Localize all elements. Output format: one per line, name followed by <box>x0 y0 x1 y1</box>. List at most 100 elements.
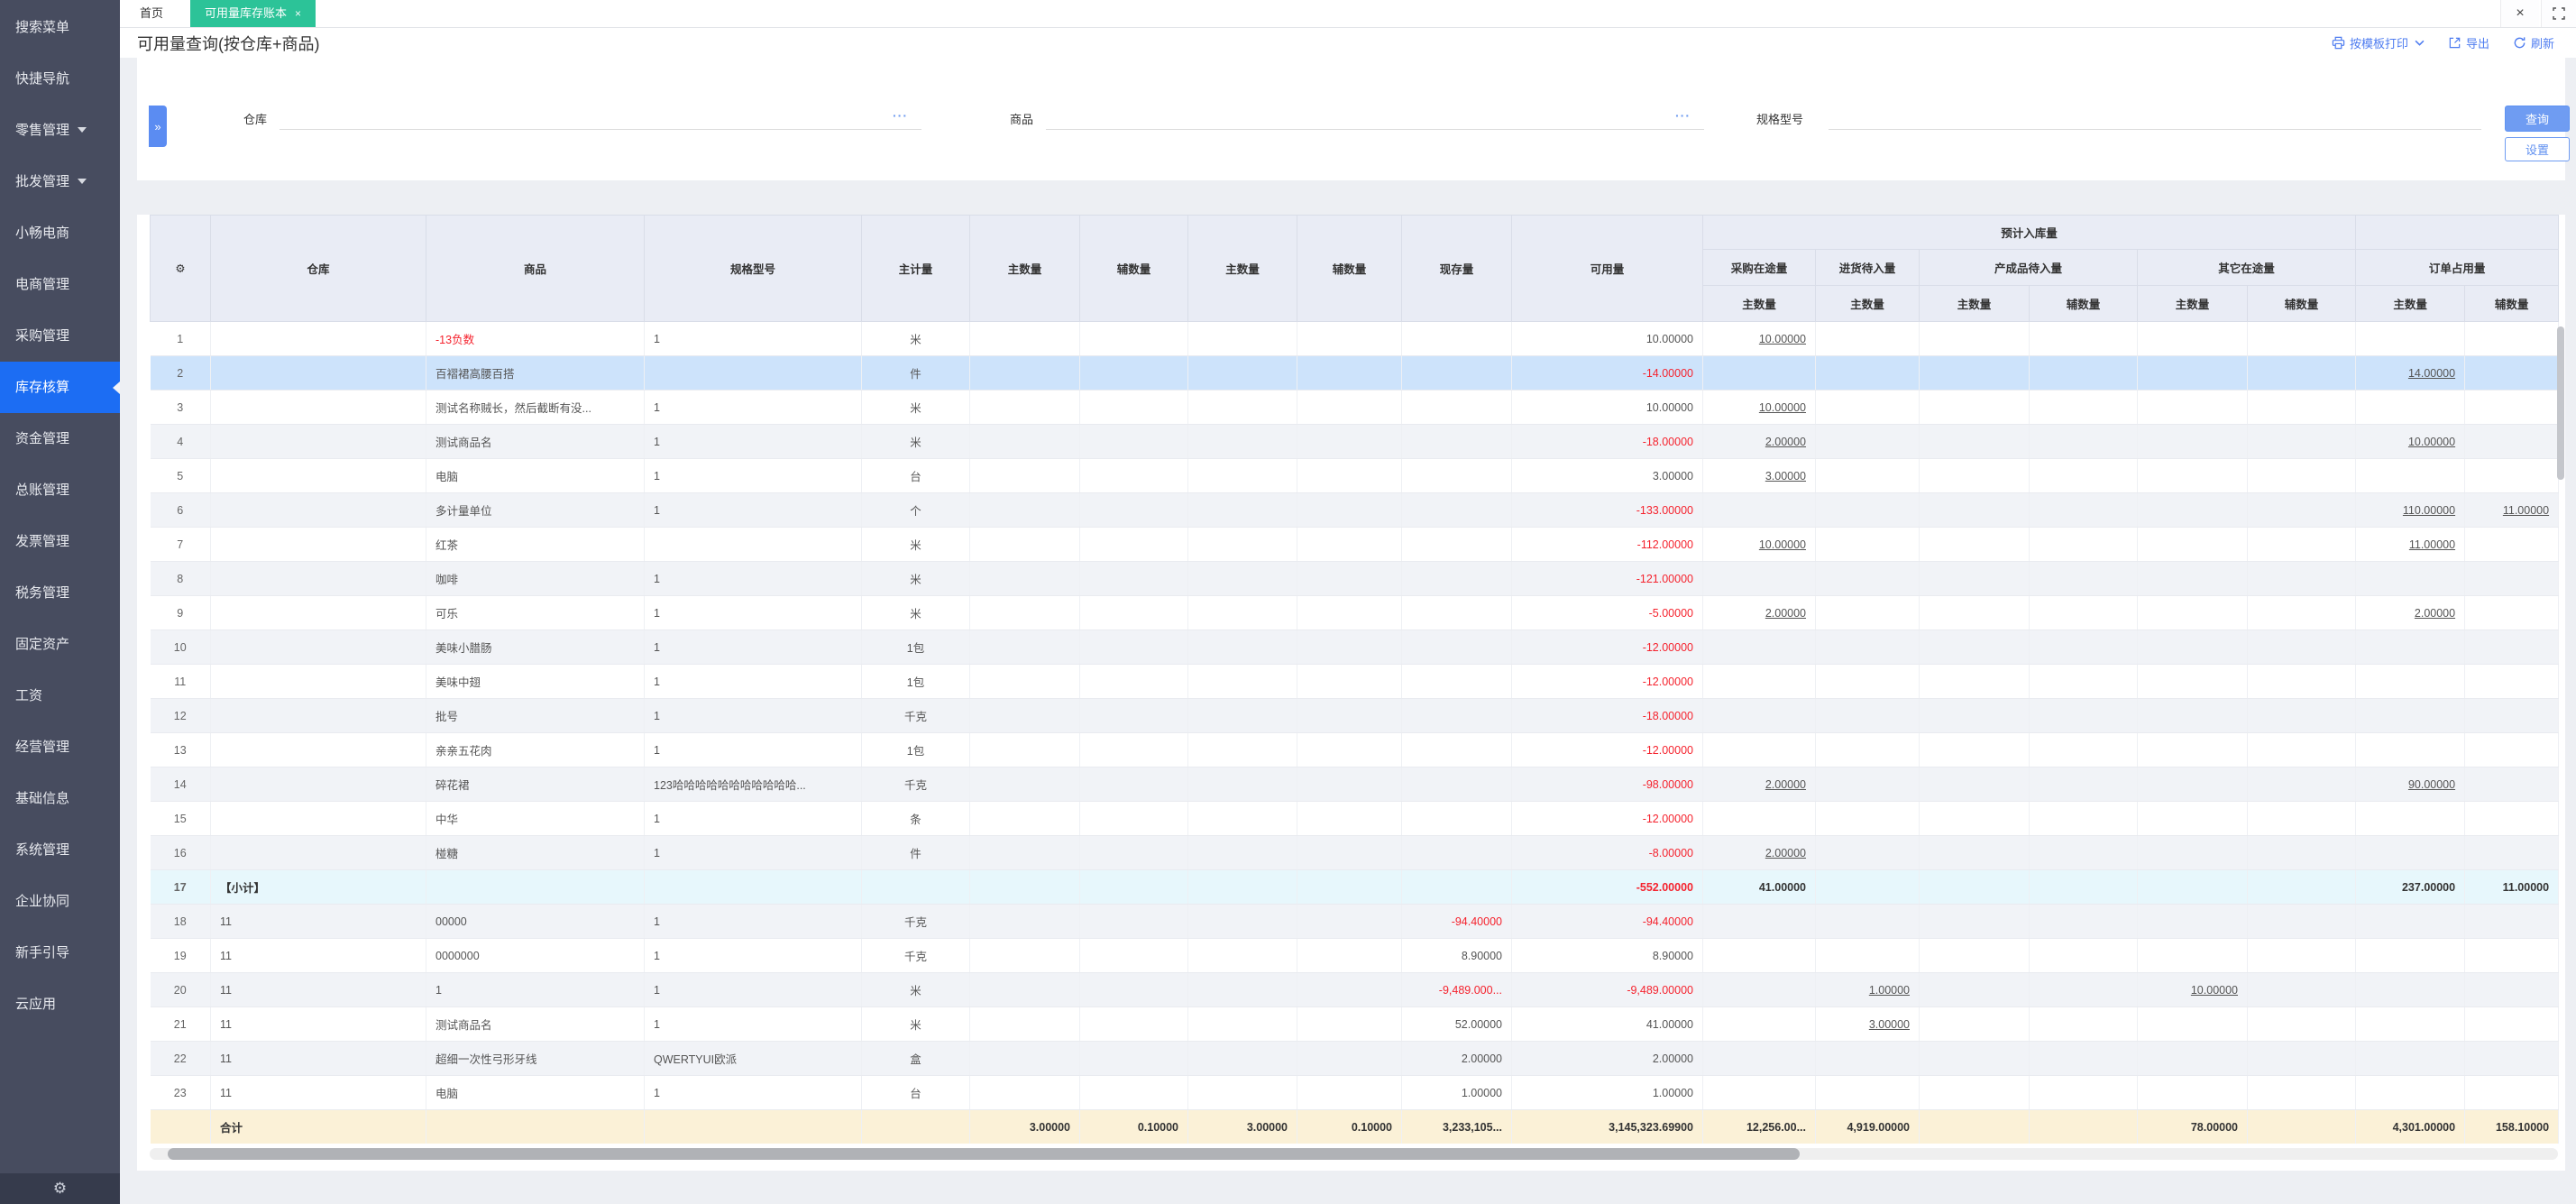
sidebar-item-3[interactable]: 零售管理 <box>0 105 120 156</box>
cell-avail: 10.00000 <box>1511 390 1703 425</box>
chevron-down-icon[interactable] <box>2415 38 2425 48</box>
table-row[interactable]: 16 椪糖 1 件 -8.00000 2.00000 <box>150 835 2560 870</box>
refresh-button[interactable]: 刷新 <box>2513 34 2554 51</box>
cell-ord_a <box>2464 630 2560 665</box>
subtotal-row[interactable]: 17 【小计】 -552.00000 41.00000 237.00000 11.0000… <box>150 869 2560 905</box>
table-row[interactable]: 4 测试商品名 1 米 -18.00000 2.00000 10.00000 <box>150 424 2560 459</box>
spec-filter-input[interactable] <box>1829 97 2481 130</box>
table-row[interactable]: 22 11 超细一次性弓形牙线 QWERTYUI欧派盒 2.00000 2.00000 <box>150 1041 2560 1076</box>
cell-m2 <box>1187 938 1297 973</box>
drilldown-link[interactable]: 3.00000 <box>1765 469 1806 483</box>
close-all-tabs-button[interactable]: × <box>2500 0 2539 27</box>
table-row[interactable]: 13 亲亲五花肉 1 1包 -12.00000 <box>150 732 2560 767</box>
drilldown-link[interactable]: 2.00000 <box>1765 435 1806 448</box>
cell-unit <box>861 1109 970 1144</box>
sidebar-item-6[interactable]: 电商管理 <box>0 259 120 310</box>
sidebar-item-15[interactable]: 经营管理 <box>0 721 120 773</box>
table-row[interactable]: 3 测试名称贼长，然后截断有没... 1 米 10.00000 10.00000 <box>150 390 2560 425</box>
print-by-template-button[interactable]: 按模板打印 <box>2332 34 2425 51</box>
fullscreen-button[interactable] <box>2541 0 2576 27</box>
table-row[interactable]: 7 红茶 米 -112.00000 10.00000 11.00000 <box>150 527 2560 562</box>
sidebar-item-9[interactable]: 资金管理 <box>0 413 120 464</box>
sidebar-item-2[interactable]: 快捷导航 <box>0 53 120 105</box>
settings-button[interactable]: 设置 <box>2505 137 2570 161</box>
drilldown-link[interactable]: 2.00000 <box>1765 606 1806 620</box>
warehouse-filter-input[interactable] <box>280 97 921 130</box>
cell-m1 <box>969 732 1080 767</box>
drilldown-link[interactable]: 2.00000 <box>1765 846 1806 859</box>
cell-a2 <box>1297 767 1402 802</box>
column-settings-gear-icon[interactable]: ⚙ <box>150 215 211 322</box>
drilldown-link[interactable]: 110.00000 <box>2402 503 2456 517</box>
sidebar-item-10[interactable]: 总账管理 <box>0 464 120 516</box>
warehouse-picker-ellipsis-icon[interactable]: ··· <box>893 108 908 123</box>
drilldown-link[interactable]: 10.00000 <box>1758 332 1806 345</box>
table-row[interactable]: 12 批号 1 千克 -18.00000 <box>150 698 2560 733</box>
vertical-scrollbar[interactable] <box>2557 326 2564 480</box>
settings-gear-icon[interactable]: ⚙ <box>52 1180 68 1197</box>
sidebar-item-7[interactable]: 采购管理 <box>0 310 120 362</box>
table-row[interactable]: 8 咖啡 1 米 -121.00000 <box>150 561 2560 596</box>
table-row[interactable]: 23 11 电脑 1 台 1.00000 1.00000 <box>150 1075 2560 1110</box>
table-row[interactable]: 6 多计量单位 1 个 -133.00000 110.00000 11.00000 <box>150 492 2560 528</box>
drilldown-link[interactable]: 2.00000 <box>1765 777 1806 791</box>
sidebar-item-18[interactable]: 企业协同 <box>0 876 120 927</box>
drilldown-link[interactable]: 10.00000 <box>2190 983 2238 997</box>
drilldown-link[interactable]: 1.00000 <box>1868 983 1910 997</box>
product-picker-ellipsis-icon[interactable]: ··· <box>1675 108 1691 123</box>
sidebar-item-12[interactable]: 税务管理 <box>0 567 120 619</box>
sidebar-item-16[interactable]: 基础信息 <box>0 773 120 824</box>
sidebar-item-14[interactable]: 工资 <box>0 670 120 721</box>
cell-spec: 1 <box>644 561 862 596</box>
drilldown-link[interactable]: 14.00000 <box>2407 366 2456 380</box>
drilldown-link[interactable]: 11.00000 <box>2502 503 2550 517</box>
cell-ord_m: 4,301.00000 <box>2355 1109 2466 1144</box>
product-filter-input[interactable] <box>1046 97 1704 130</box>
table-row[interactable]: 21 11 测试商品名 1 米 52.00000 41.00000 3.00000 <box>150 1006 2560 1042</box>
tab-home[interactable]: 首页 <box>140 6 164 20</box>
cell-oth_m <box>2137 801 2248 836</box>
search-button[interactable]: 查询 <box>2505 106 2570 132</box>
sidebar-item-label: 库存核算 <box>15 380 70 395</box>
table-row[interactable]: 14 碎花裙 123哈哈哈哈哈哈哈哈哈哈哈... 千克 -98.00000 2.00000… <box>150 767 2560 802</box>
drilldown-link[interactable]: 2.00000 <box>2414 606 2456 620</box>
sidebar-item-11[interactable]: 发票管理 <box>0 516 120 567</box>
table-row[interactable]: 2 百褶裙高腰百搭 件 -14.00000 14.00000 <box>150 355 2560 391</box>
sidebar-item-8[interactable]: 库存核算 <box>0 362 120 413</box>
table-row[interactable]: 18 11 00000 1 千克 -94.40000 -94.40000 <box>150 904 2560 939</box>
table-row[interactable]: 5 电脑 1 台 3.00000 3.00000 <box>150 458 2560 493</box>
sidebar-item-1[interactable]: 搜索菜单 <box>0 2 120 53</box>
table-row[interactable]: 11 美味中翅 1 1包 -12.00000 <box>150 664 2560 699</box>
sidebar-item-5[interactable]: 小畅电商 <box>0 207 120 259</box>
table-row[interactable]: 10 美味小腊肠 1 1包 -12.00000 <box>150 630 2560 665</box>
table-row[interactable]: 15 中华 1 条 -12.00000 <box>150 801 2560 836</box>
tab-close-icon[interactable]: × <box>295 7 302 20</box>
table-row[interactable]: 9 可乐 1 米 -5.00000 2.00000 2.00000 <box>150 595 2560 630</box>
cell-unit: 米 <box>861 595 970 630</box>
horizontal-scrollbar[interactable] <box>168 1148 1800 1160</box>
table-row[interactable]: 1 -13负数 1 米 10.00000 10.00000 <box>150 321 2560 356</box>
drilldown-link[interactable]: 90.00000 <box>2407 777 2456 791</box>
cell-prod: 中华 <box>426 801 645 836</box>
sidebar-item-4[interactable]: 批发管理 <box>0 156 120 207</box>
sidebar-item-19[interactable]: 新手引导 <box>0 927 120 979</box>
expand-filter-button[interactable]: » <box>149 106 167 147</box>
cell-a1 <box>1079 321 1188 356</box>
sidebar-item-17[interactable]: 系统管理 <box>0 824 120 876</box>
tab-available-ledger[interactable]: 可用量库存账本 × <box>190 0 316 27</box>
table-row[interactable]: 19 11 0000000 1 千克 8.90000 8.90000 <box>150 938 2560 973</box>
drilldown-link[interactable]: 3.00000 <box>1868 1017 1910 1031</box>
cell-n: 3 <box>150 390 211 425</box>
cell-n: 10 <box>150 630 211 665</box>
cell-a2 <box>1297 1075 1402 1110</box>
table-row[interactable]: 20 11 1 1 米 -9,489.000... -9,489.00000 1.00000 1… <box>150 972 2560 1007</box>
drilldown-link[interactable]: 10.00000 <box>1758 538 1806 551</box>
sidebar-item-13[interactable]: 固定资产 <box>0 619 120 670</box>
drilldown-link[interactable]: 10.00000 <box>1758 400 1806 414</box>
drilldown-link[interactable]: 10.00000 <box>2407 435 2456 448</box>
drilldown-link[interactable]: 11.00000 <box>2408 538 2456 551</box>
product-filter-label: 商品 <box>1010 113 1034 126</box>
cell-incoming <box>1815 801 1920 836</box>
export-button[interactable]: 导出 <box>2448 34 2489 51</box>
sidebar-item-20[interactable]: 云应用 <box>0 979 120 1030</box>
